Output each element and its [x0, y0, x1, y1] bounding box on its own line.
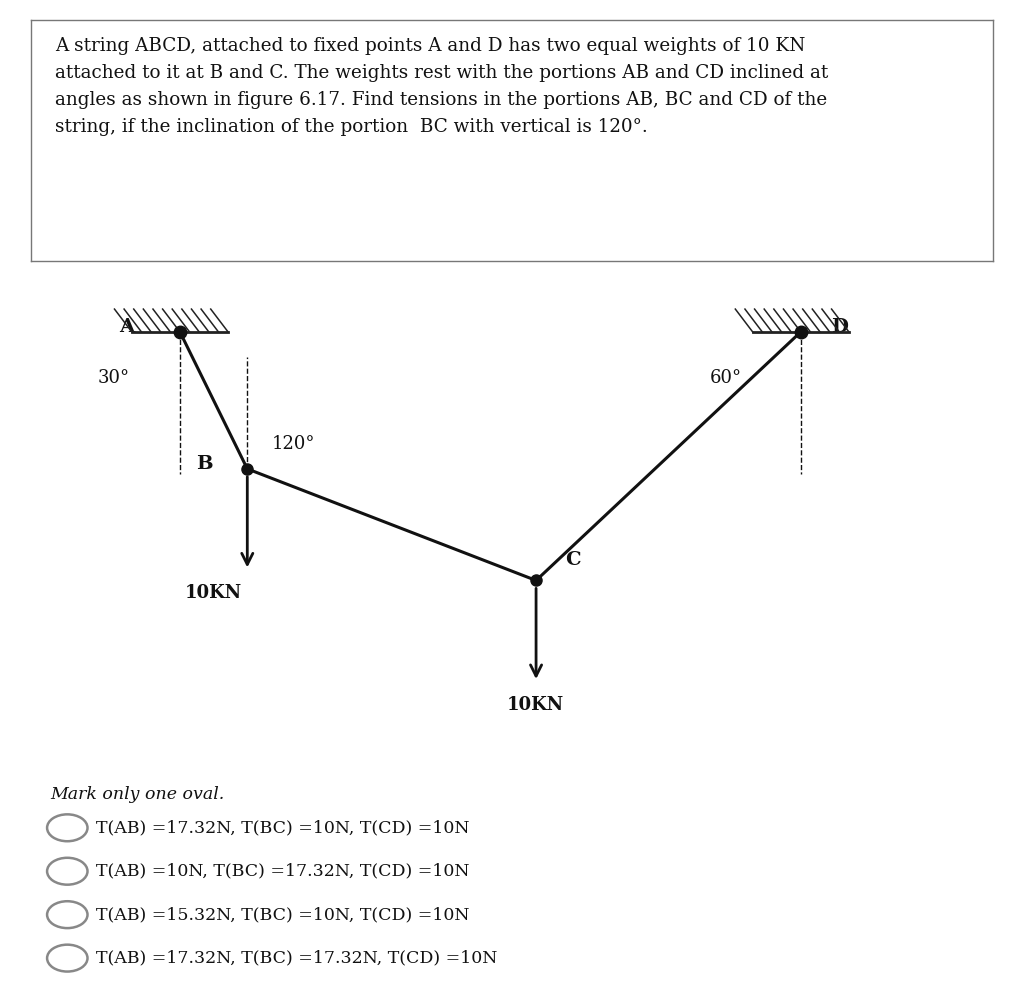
Text: 10KN: 10KN	[184, 584, 242, 602]
Text: T(AB) =10N, T(BC) =17.32N, T(CD) =10N: T(AB) =10N, T(BC) =17.32N, T(CD) =10N	[96, 863, 470, 880]
Text: 10KN: 10KN	[507, 695, 564, 714]
Text: A string ABCD, attached to fixed points A and D has two equal weights of 10 KN
a: A string ABCD, attached to fixed points …	[55, 36, 828, 136]
Text: A: A	[120, 318, 134, 336]
Text: B: B	[196, 455, 212, 473]
Text: Mark only one oval.: Mark only one oval.	[50, 786, 224, 804]
Text: C: C	[565, 552, 581, 569]
Text: T(AB) =17.32N, T(BC) =10N, T(CD) =10N: T(AB) =17.32N, T(BC) =10N, T(CD) =10N	[96, 820, 470, 836]
Text: 120°: 120°	[271, 434, 314, 452]
Text: T(AB) =15.32N, T(BC) =10N, T(CD) =10N: T(AB) =15.32N, T(BC) =10N, T(CD) =10N	[96, 906, 470, 923]
Text: T(AB) =17.32N, T(BC) =17.32N, T(CD) =10N: T(AB) =17.32N, T(BC) =17.32N, T(CD) =10N	[96, 950, 498, 966]
Text: 30°: 30°	[98, 368, 130, 387]
Text: D: D	[830, 318, 848, 336]
Text: 60°: 60°	[710, 368, 741, 387]
